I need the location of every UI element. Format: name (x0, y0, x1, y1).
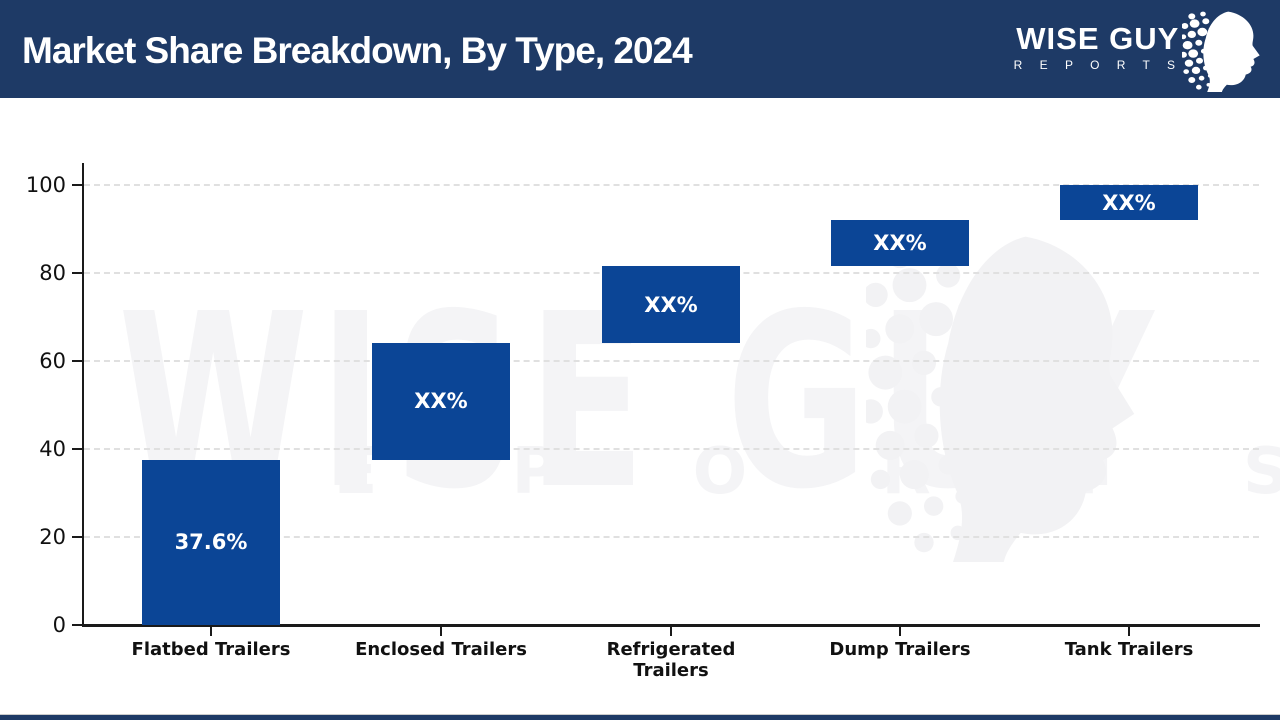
x-axis-category-label: Refrigerated Trailers (606, 639, 736, 681)
waterfall-chart: 0 20 40 60 80 100 37.6% Flatbed Trailers XX% Encl… (0, 98, 1280, 698)
x-axis-category-label: Tank Trailers (1064, 639, 1194, 660)
bar-value-label: XX% (873, 231, 927, 256)
y-axis-tick-label: 60 (39, 349, 66, 373)
y-axis-tick-label: 0 (52, 613, 66, 637)
gridline (84, 360, 1259, 362)
x-axis-tick (670, 627, 672, 636)
x-axis-tick (440, 627, 442, 636)
watermark-head-icon (858, 222, 1156, 563)
y-axis-tick-label: 40 (39, 437, 66, 461)
y-axis-tick-label: 20 (39, 525, 66, 549)
footer-divider (0, 714, 1280, 715)
y-axis-tick (72, 624, 83, 626)
logo-wordmark: WISE GUY (1016, 21, 1180, 56)
y-axis-tick-label: 80 (39, 261, 66, 285)
bar-segment: 37.6% (142, 459, 280, 625)
bar-value-label: XX% (644, 292, 698, 317)
gridline (84, 448, 1259, 450)
bar-value-label: 37.6% (174, 530, 248, 555)
footer-bar (0, 715, 1280, 720)
x-axis-category-label: Flatbed Trailers (131, 639, 291, 660)
bar-value-label: XX% (1102, 190, 1156, 215)
gridline (84, 536, 1259, 538)
logo-subtitle: R E P O R T S (1013, 58, 1182, 72)
gridline (84, 184, 1259, 186)
bar-value-label: XX% (414, 389, 468, 414)
x-axis-tick (899, 627, 901, 636)
y-axis-tick (72, 272, 83, 274)
x-axis-tick (210, 627, 212, 636)
bar-segment: XX% (602, 266, 740, 344)
wiseguy-logo: WISE GUY R E P O R T S (1014, 6, 1262, 94)
y-axis-tick (72, 184, 83, 186)
bar-segment: XX% (831, 220, 969, 267)
y-axis-tick (72, 360, 83, 362)
x-axis-category-label: Enclosed Trailers (355, 639, 527, 660)
y-axis-tick (72, 448, 83, 450)
x-axis-category-label: Dump Trailers (829, 639, 971, 660)
y-axis-line (82, 163, 84, 627)
header: Market Share Breakdown, By Type, 2024 WI… (0, 0, 1280, 98)
y-axis-tick-label: 100 (25, 173, 66, 197)
x-axis-tick (1128, 627, 1130, 636)
bar-segment: XX% (372, 343, 510, 460)
wiseguy-head-icon (1179, 8, 1266, 93)
logo-text: WISE GUY R E P O R T S (1014, 22, 1182, 73)
bar-segment: XX% (1060, 185, 1198, 221)
y-axis-tick (72, 536, 83, 538)
x-axis-line (82, 624, 1260, 627)
page-title: Market Share Breakdown, By Type, 2024 (22, 30, 693, 71)
